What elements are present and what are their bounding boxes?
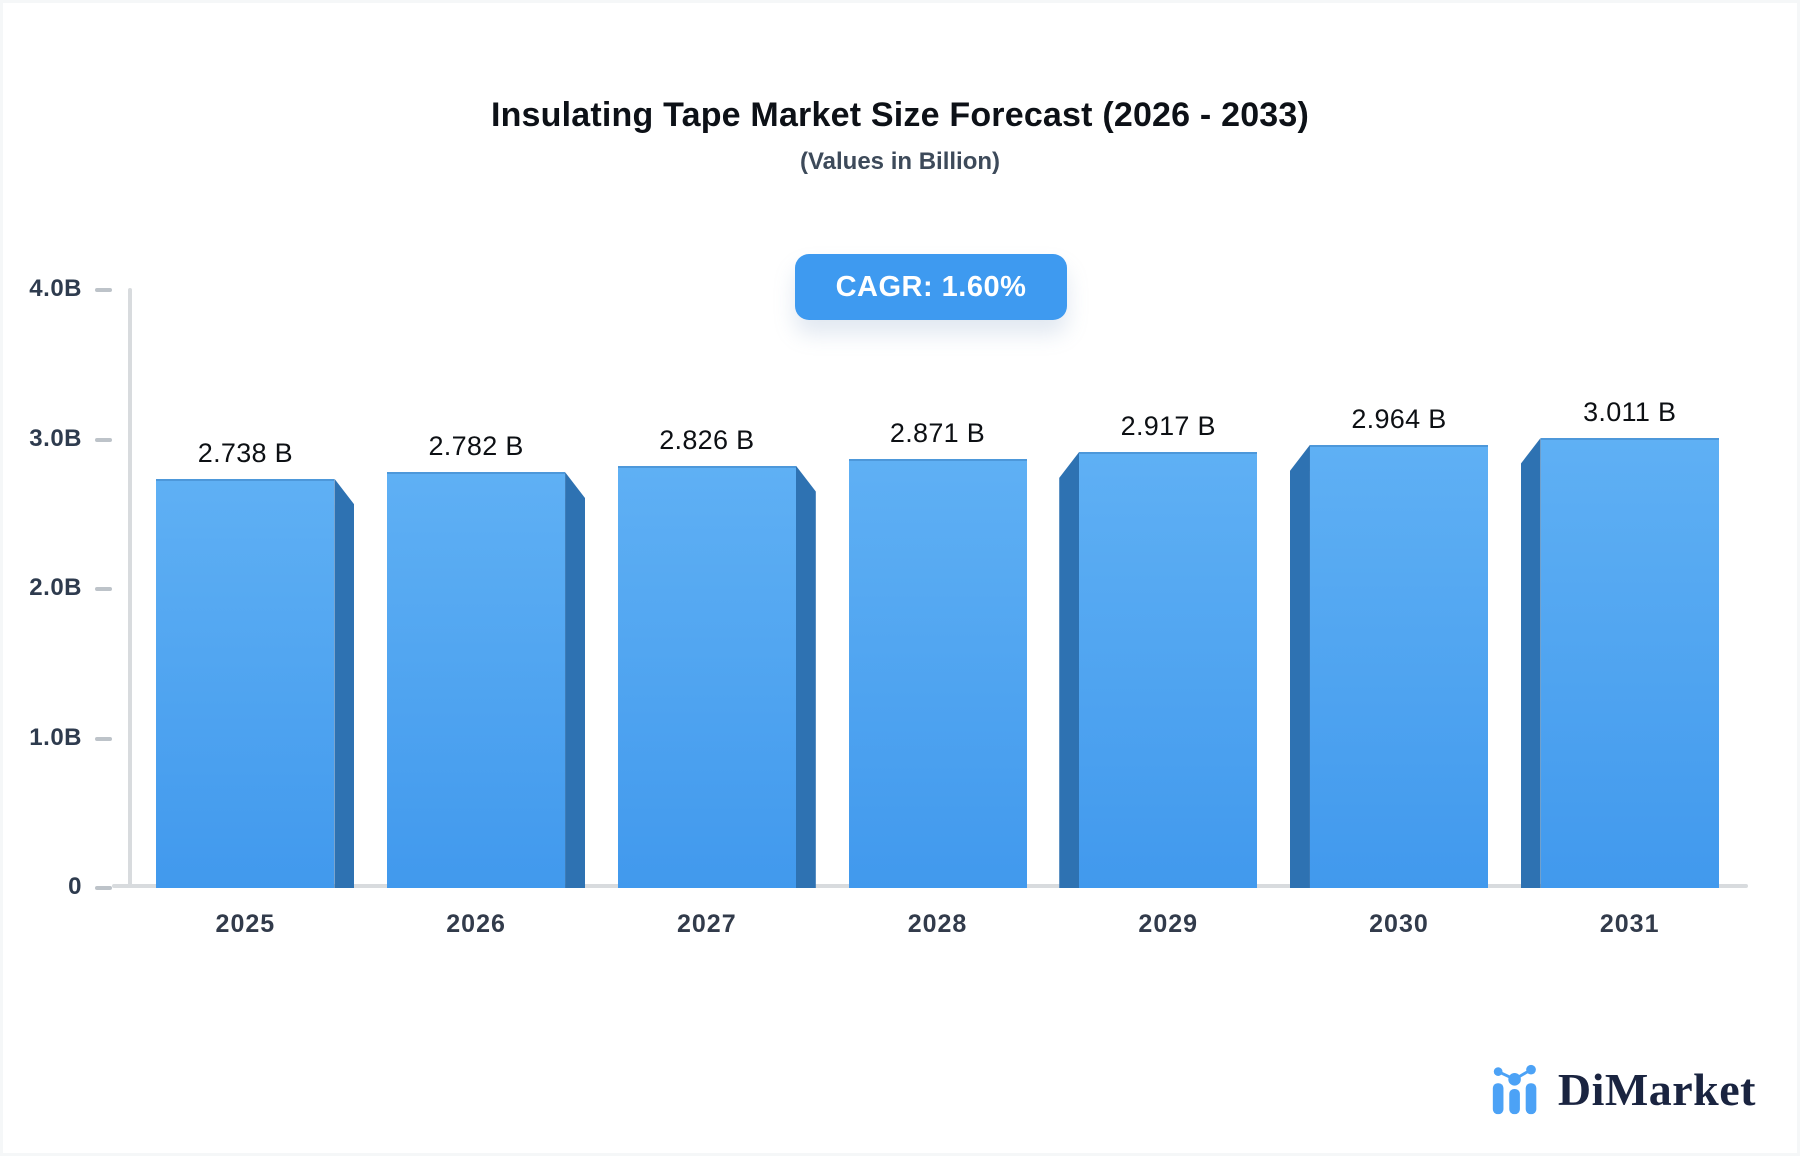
bar: 2.826 B xyxy=(617,425,816,888)
x-tick-label: 2028 xyxy=(907,910,968,938)
bar: 2.964 B xyxy=(1289,404,1488,888)
x-tick-label: 2027 xyxy=(676,910,737,938)
bar-side-face xyxy=(1520,437,1541,888)
y-tick-dash xyxy=(95,288,112,292)
bar-value-label: 2.738 B xyxy=(197,437,293,468)
bar-group: 2.871 B 2028 xyxy=(822,290,1053,938)
bar-side-face xyxy=(1059,451,1080,888)
bar-front-face xyxy=(617,465,796,888)
x-tick-label: 2025 xyxy=(215,910,276,938)
bar-group: 2.782 B 2026 xyxy=(361,290,592,938)
bar-value-label: 2.826 B xyxy=(659,424,755,455)
y-tick-dash xyxy=(95,587,112,591)
y-axis-line xyxy=(128,288,132,888)
bar-group: 2.917 B 2029 xyxy=(1053,290,1284,938)
y-tick-dash xyxy=(95,437,112,442)
bar-group: 3.011 B 2031 xyxy=(1514,290,1745,938)
bar-front-face xyxy=(1309,444,1488,888)
chart-subtitle: (Values in Billion) xyxy=(799,148,1001,175)
bars-row: 2.738 B 2025 2.782 B 2026 2.826 B 2027 2.871 B… xyxy=(130,290,1745,938)
bar-front-face xyxy=(1540,437,1719,888)
bar: 2.871 B xyxy=(848,418,1027,888)
bar-group: 2.738 B 2025 xyxy=(130,290,361,938)
y-tick-label: 0 xyxy=(68,873,82,900)
bar-side-face xyxy=(334,478,355,888)
bar-side-face xyxy=(795,465,816,888)
bar-side-face xyxy=(565,472,586,888)
bar: 2.782 B xyxy=(387,431,586,888)
bar-side-face xyxy=(1289,444,1310,888)
y-tick-label: 1.0B xyxy=(29,723,82,751)
bar-value-label: 2.782 B xyxy=(428,431,524,462)
bar: 2.738 B xyxy=(156,438,355,888)
y-tick-dash xyxy=(95,886,112,890)
bar-front-face xyxy=(1079,451,1258,888)
y-tick-label: 4.0B xyxy=(29,275,82,302)
x-tick-label: 2031 xyxy=(1599,910,1660,938)
bar-front-face xyxy=(156,478,335,888)
bar: 2.917 B xyxy=(1059,411,1258,888)
y-tick-label: 3.0B xyxy=(29,424,82,452)
x-tick-label: 2030 xyxy=(1369,910,1429,938)
y-tick-dash xyxy=(95,736,112,741)
bar-group: 2.964 B 2030 xyxy=(1284,290,1515,938)
y-tick-label: 2.0B xyxy=(29,574,82,601)
chart-title: Insulating Tape Market Size Forecast (20… xyxy=(490,96,1310,134)
bar-front-face xyxy=(387,472,566,888)
bar-value-label: 2.917 B xyxy=(1120,410,1216,441)
bar-front-face xyxy=(848,458,1027,888)
cagr-badge: CAGR: 1.60% xyxy=(795,254,1067,320)
plot-area: 0 1.0B 2.0B 3.0B 4.0B 2.738 B 2025 2.782 B 2026… xyxy=(29,275,1745,938)
brand-name: DiMarket xyxy=(1557,1063,1756,1115)
x-tick-label: 2029 xyxy=(1138,910,1199,938)
bar-line-chart-icon xyxy=(1492,1064,1537,1115)
bar-value-label: 2.871 B xyxy=(889,417,986,448)
brand-logo: DiMarket xyxy=(1488,1060,1756,1118)
bar: 3.011 B xyxy=(1520,397,1719,888)
bar-value-label: 2.964 B xyxy=(1351,403,1447,434)
bar-group: 2.826 B 2027 xyxy=(591,290,822,938)
bar-value-label: 3.011 B xyxy=(1583,396,1677,427)
x-tick-label: 2026 xyxy=(446,910,506,938)
cagr-badge-label: CAGR: 1.60% xyxy=(835,270,1027,303)
